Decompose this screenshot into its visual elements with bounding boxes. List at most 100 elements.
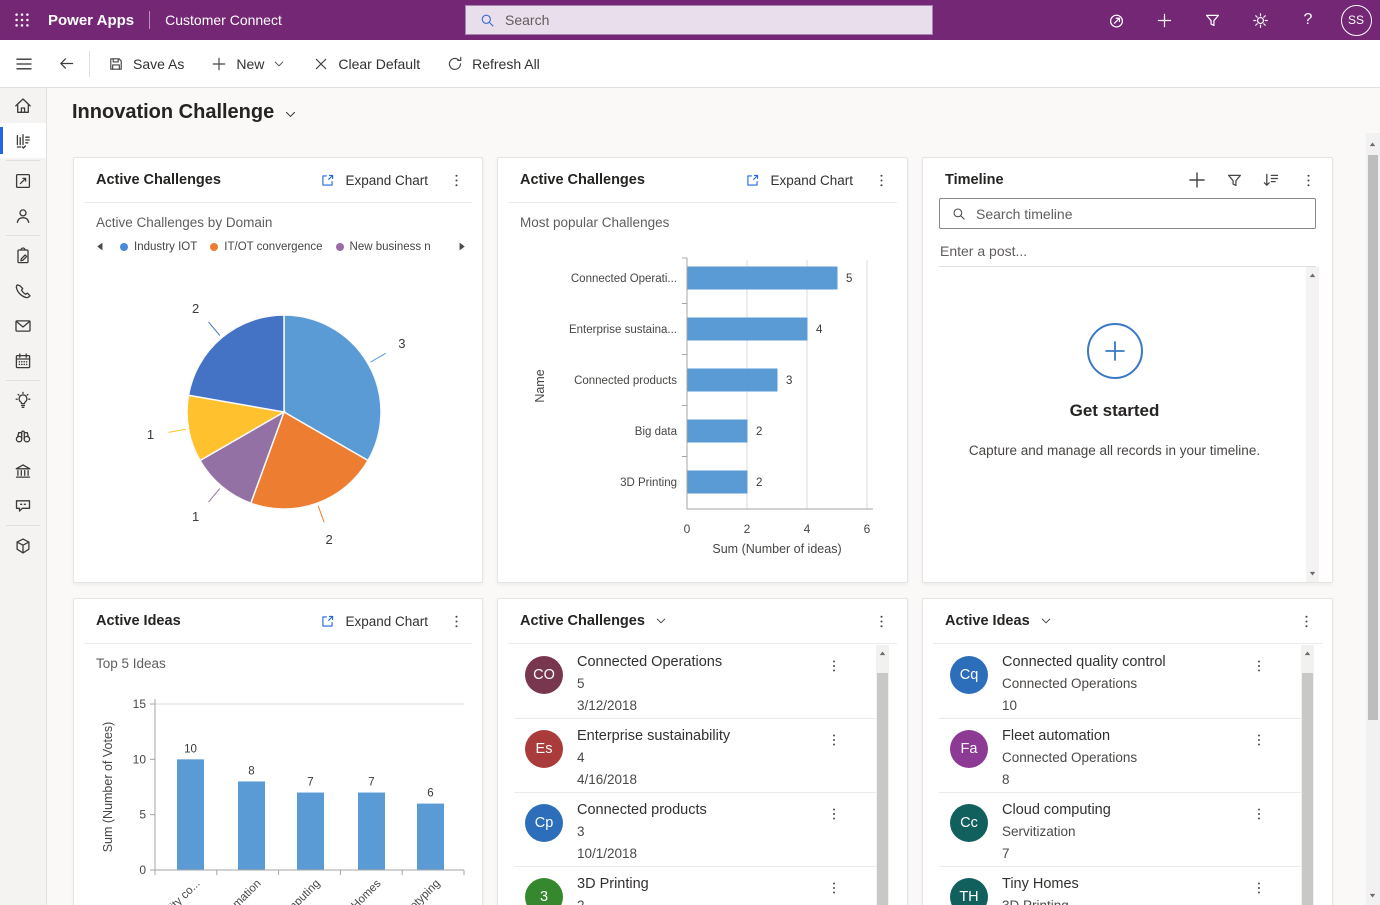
add-icon[interactable] bbox=[1140, 0, 1188, 40]
sidebar-item-contacts[interactable] bbox=[0, 198, 46, 233]
row-ellipsis-icon[interactable] bbox=[825, 730, 843, 750]
expand-chart-icon bbox=[744, 172, 761, 189]
sidebar-item-recent[interactable] bbox=[0, 163, 46, 198]
row-ellipsis-icon[interactable] bbox=[1250, 878, 1268, 898]
new-button[interactable]: New bbox=[197, 40, 299, 88]
topbar-actions: ? SS bbox=[1092, 0, 1380, 40]
chevron-down-icon[interactable] bbox=[1039, 614, 1053, 628]
scrollbar-thumb[interactable] bbox=[1302, 673, 1313, 905]
list-item[interactable]: Cq Connected quality control Connected Ope… bbox=[923, 645, 1332, 719]
sidebar-item-appointments[interactable] bbox=[0, 343, 46, 378]
add-post-icon[interactable] bbox=[1186, 169, 1208, 191]
sidebar-item-feedback[interactable] bbox=[0, 488, 46, 523]
scroll-up-icon[interactable] bbox=[1301, 647, 1314, 660]
sort-icon[interactable] bbox=[1261, 170, 1281, 190]
list-item[interactable]: 3 3D Printing 2 bbox=[498, 867, 907, 905]
legend-prev-icon[interactable] bbox=[94, 240, 107, 253]
global-search[interactable] bbox=[465, 5, 933, 35]
settings-gear-icon[interactable] bbox=[1236, 0, 1284, 40]
expand-chart-button[interactable]: Expand Chart bbox=[744, 172, 853, 189]
waffle-icon[interactable] bbox=[0, 0, 44, 40]
card-active-ideas-list: Active Ideas Cq Connected quality control… bbox=[922, 598, 1333, 905]
sidebar-item-email[interactable] bbox=[0, 308, 46, 343]
sidebar-item-home[interactable] bbox=[0, 88, 46, 123]
legend-item: New business n bbox=[335, 241, 431, 253]
sidebar-item-tasks[interactable] bbox=[0, 238, 46, 273]
row-ellipsis-icon[interactable] bbox=[1250, 730, 1268, 750]
get-started-plus-icon[interactable] bbox=[1086, 323, 1143, 379]
timeline-scrollbar[interactable] bbox=[1306, 267, 1319, 582]
list-item[interactable]: Cc Cloud computing Servitization 7 bbox=[923, 793, 1332, 867]
post-input[interactable]: Enter a post... bbox=[940, 243, 1028, 259]
list-item[interactable]: Cp Connected products 3 10/1/2018 bbox=[498, 793, 907, 867]
chevron-down-icon[interactable] bbox=[654, 614, 668, 628]
expand-chart-button[interactable]: Expand Chart bbox=[319, 613, 428, 630]
svg-text:Connected Operati...: Connected Operati... bbox=[571, 273, 677, 285]
record-list: Cq Connected quality control Connected Ope… bbox=[923, 645, 1332, 905]
list-scrollbar[interactable] bbox=[876, 645, 889, 905]
scroll-down-icon[interactable] bbox=[1306, 567, 1319, 580]
list-item[interactable]: Fa Fleet automation Connected Operations 8 bbox=[923, 719, 1332, 793]
scrollbar-thumb[interactable] bbox=[877, 673, 888, 905]
timeline-search-input[interactable] bbox=[976, 205, 1315, 222]
sidebar-item-phone-calls[interactable] bbox=[0, 273, 46, 308]
list-item[interactable]: TH Tiny Homes 3D Printing bbox=[923, 867, 1332, 905]
scroll-up-icon[interactable] bbox=[1306, 269, 1319, 282]
user-avatar[interactable]: SS bbox=[1332, 0, 1380, 40]
idea-icon bbox=[13, 391, 33, 411]
scrollbar-thumb[interactable] bbox=[1368, 155, 1378, 720]
record-title: Fleet automation bbox=[1002, 728, 1111, 744]
back-button[interactable] bbox=[47, 40, 85, 88]
save-as-button[interactable]: Save As bbox=[94, 40, 197, 88]
svg-text:4: 4 bbox=[804, 522, 811, 536]
svg-text:Cloud computing: Cloud computing bbox=[253, 878, 323, 905]
sidebar-item-dashboards[interactable] bbox=[0, 123, 46, 158]
app-brand[interactable]: Power Apps bbox=[48, 11, 135, 29]
scroll-up-icon[interactable] bbox=[876, 647, 889, 660]
save-icon bbox=[107, 55, 125, 73]
timeline-divider bbox=[939, 266, 1316, 267]
sidebar-item-search-records[interactable] bbox=[0, 418, 46, 453]
app-name[interactable]: Customer Connect bbox=[165, 12, 282, 28]
list-item[interactable]: Es Enterprise sustainability 4 4/16/2018 bbox=[498, 719, 907, 793]
timeline-search[interactable] bbox=[939, 198, 1316, 229]
more-options-icon[interactable] bbox=[444, 608, 468, 634]
list-item[interactable]: CO Connected Operations 5 3/12/2018 bbox=[498, 645, 907, 719]
record-title: Cloud computing bbox=[1002, 802, 1111, 818]
hamburger-menu-icon[interactable] bbox=[0, 40, 47, 88]
legend-item: Industry IOT bbox=[120, 241, 197, 253]
more-options-icon[interactable] bbox=[869, 167, 893, 193]
compass-icon[interactable] bbox=[1092, 0, 1140, 40]
more-options-icon[interactable] bbox=[1294, 608, 1318, 634]
filter-icon[interactable] bbox=[1225, 171, 1244, 190]
more-options-icon[interactable] bbox=[869, 608, 893, 634]
svg-text:Sum (Number of Votes): Sum (Number of Votes) bbox=[101, 722, 115, 853]
page-scrollbar[interactable] bbox=[1366, 133, 1380, 905]
sidebar-item-accounts[interactable] bbox=[0, 453, 46, 488]
refresh-all-button[interactable]: Refresh All bbox=[433, 40, 553, 88]
dashboard-selector[interactable]: Innovation Challenge bbox=[72, 101, 298, 124]
row-ellipsis-icon[interactable] bbox=[1250, 804, 1268, 824]
list-scrollbar[interactable] bbox=[1301, 645, 1314, 905]
legend-next-icon[interactable] bbox=[455, 240, 468, 253]
scroll-up-icon[interactable] bbox=[1366, 138, 1379, 151]
global-search-input[interactable] bbox=[505, 12, 932, 28]
scroll-down-icon[interactable] bbox=[1366, 889, 1379, 902]
sidebar-item-products[interactable] bbox=[0, 528, 46, 563]
sidebar-divider bbox=[6, 235, 40, 236]
bar-chart-top-ideas: 0 5 10 15 10 Connected quality co... 8 Fleet au… bbox=[101, 697, 465, 905]
row-ellipsis-icon[interactable] bbox=[1250, 656, 1268, 676]
row-ellipsis-icon[interactable] bbox=[825, 804, 843, 824]
row-ellipsis-icon[interactable] bbox=[825, 656, 843, 676]
more-options-icon[interactable] bbox=[444, 167, 468, 193]
search-icon bbox=[479, 12, 496, 29]
help-icon[interactable]: ? bbox=[1303, 11, 1313, 28]
expand-chart-button[interactable]: Expand Chart bbox=[319, 172, 428, 189]
more-options-icon[interactable] bbox=[1298, 170, 1318, 190]
filter-icon[interactable] bbox=[1188, 0, 1236, 40]
row-ellipsis-icon[interactable] bbox=[825, 878, 843, 898]
sidebar-item-ideas[interactable] bbox=[0, 383, 46, 418]
svg-text:6: 6 bbox=[864, 522, 871, 536]
clear-default-button[interactable]: Clear Default bbox=[299, 40, 433, 88]
timeline-empty-state: Get started Capture and manage all recor… bbox=[923, 267, 1306, 582]
